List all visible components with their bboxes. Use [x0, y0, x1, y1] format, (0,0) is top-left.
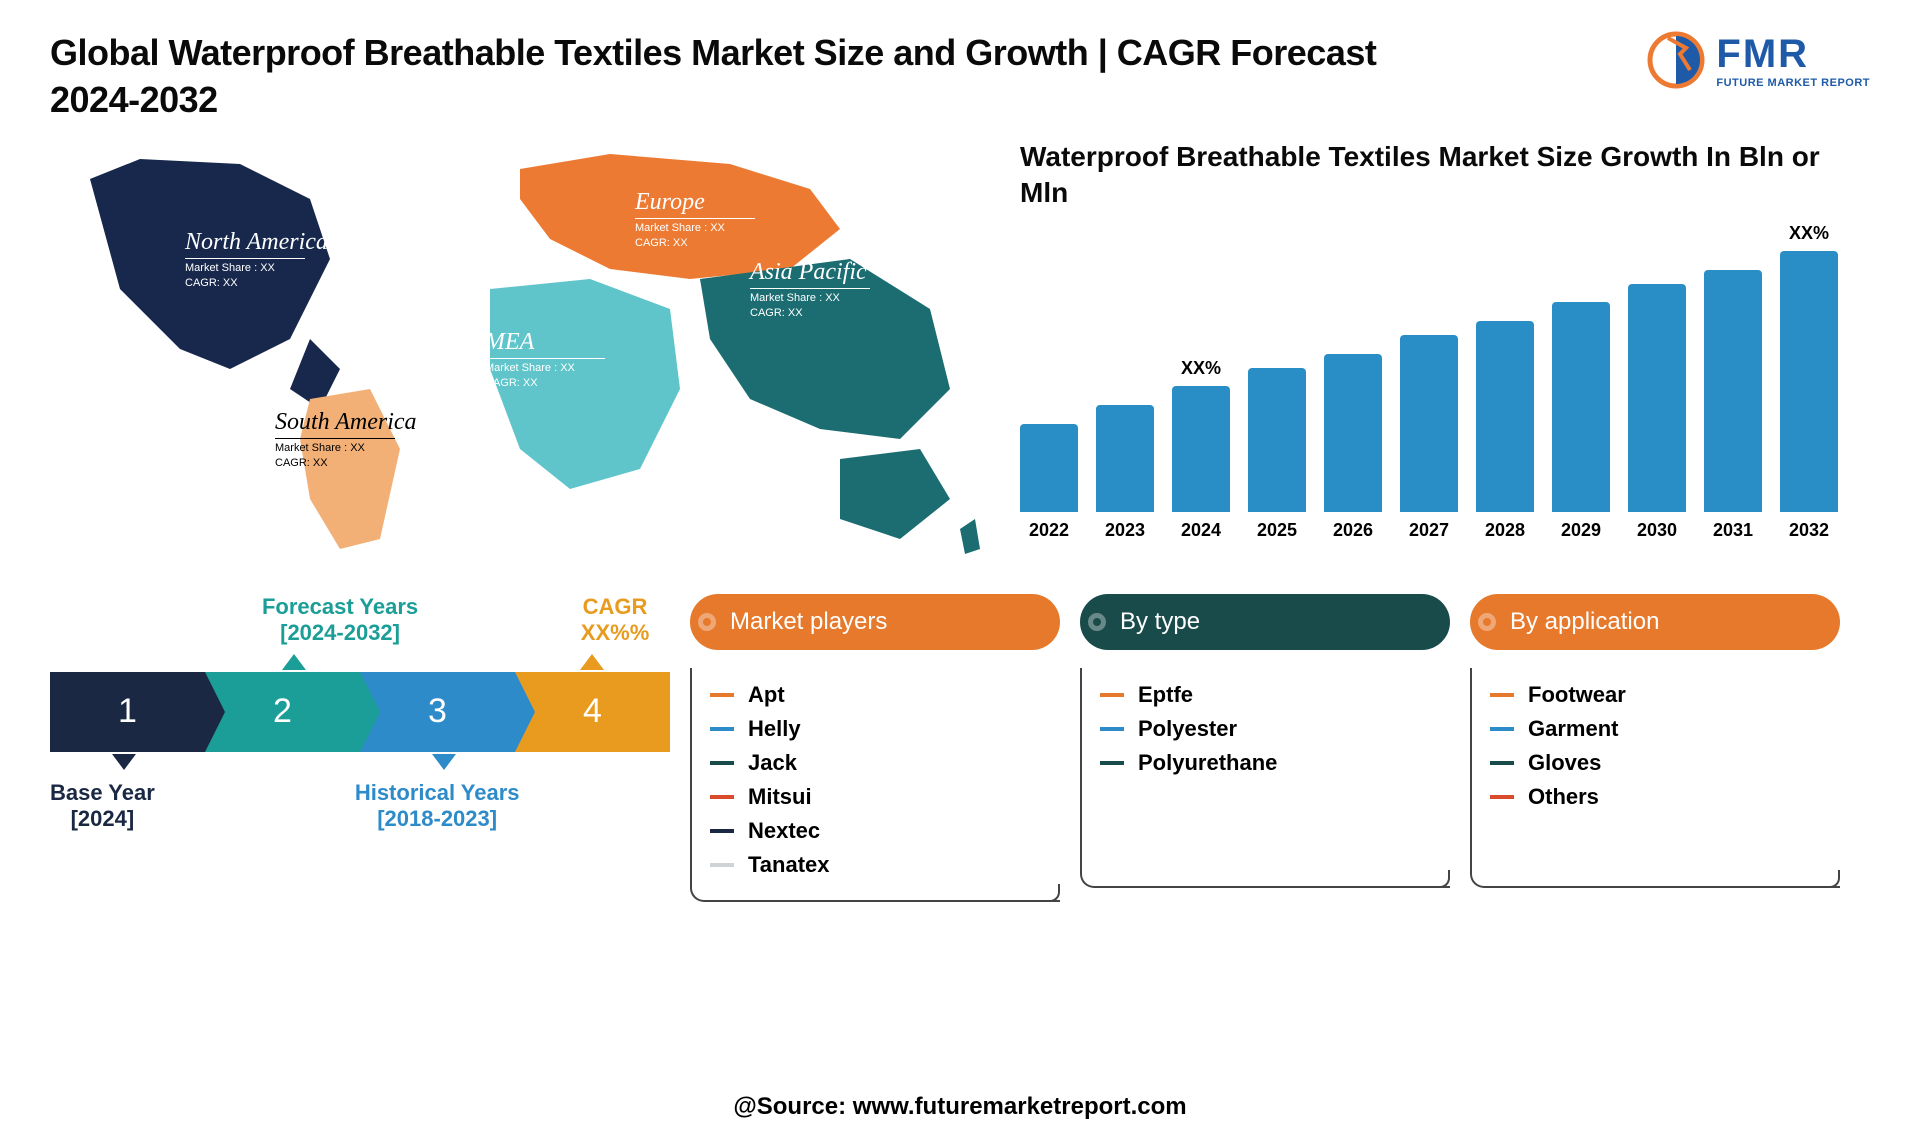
list-item: Tanatex — [710, 852, 1060, 878]
cagr-label: CAGRXX%% — [581, 594, 649, 646]
base-year-label: Base Year[2024] — [50, 780, 155, 832]
list-item: Polyester — [1100, 716, 1450, 742]
bar-2023: 2023 — [1096, 377, 1154, 541]
timeline-seg-2: 2 — [205, 672, 360, 752]
list-item: Apt — [710, 682, 1060, 708]
region-label-ap: Asia PacificMarket Share : XXCAGR: XX — [750, 259, 870, 322]
pill-header-players: Market players — [690, 594, 1060, 650]
list-item: Helly — [710, 716, 1060, 742]
list-item: Others — [1490, 784, 1840, 810]
by-type-section: By type Eptfe Polyester Polyurethane — [1080, 594, 1450, 902]
region-label-mea: MEAMarket Share : XXCAGR: XX — [485, 329, 605, 392]
market-players-section: Market players Apt Helly Jack Mitsui Nextec T… — [690, 594, 1060, 902]
list-item: Nextec — [710, 818, 1060, 844]
bar-2030: 2030 — [1628, 256, 1686, 542]
fmr-logo: FMR FUTURE MARKET REPORT — [1646, 30, 1870, 90]
logo-abbr: FMR — [1716, 32, 1870, 77]
timeline-seg-3: 3 — [360, 672, 515, 752]
list-item: Footwear — [1490, 682, 1840, 708]
growth-bar-chart: Waterproof Breathable Textiles Market Si… — [1020, 139, 1870, 559]
bar-2032: XX%2032 — [1780, 223, 1838, 541]
timeline-seg-1: 1 — [50, 672, 205, 752]
bar-2031: 2031 — [1704, 242, 1762, 542]
bar-2025: 2025 — [1248, 340, 1306, 542]
list-item: Garment — [1490, 716, 1840, 742]
bar-2026: 2026 — [1324, 326, 1382, 542]
arrow-up-icon — [580, 654, 604, 670]
world-map: North AmericaMarket Share : XXCAGR: XX So… — [50, 139, 990, 559]
logo-globe-icon — [1646, 30, 1706, 90]
arrow-up-icon — [282, 654, 306, 670]
list-item: Mitsui — [710, 784, 1060, 810]
forecast-label: Forecast Years[2024-2032] — [262, 594, 418, 646]
pill-header-application: By application — [1470, 594, 1840, 650]
bar-2029: 2029 — [1552, 274, 1610, 541]
bar-2022: 2022 — [1020, 396, 1078, 542]
bar-2027: 2027 — [1400, 307, 1458, 541]
arrow-down-icon — [112, 754, 136, 770]
list-item: Gloves — [1490, 750, 1840, 776]
pill-header-type: By type — [1080, 594, 1450, 650]
list-item: Jack — [710, 750, 1060, 776]
region-label-na: North AmericaMarket Share : XXCAGR: XX — [185, 229, 328, 292]
logo-subtitle: FUTURE MARKET REPORT — [1716, 77, 1870, 89]
page-title: Global Waterproof Breathable Textiles Ma… — [50, 30, 1450, 124]
region-label-sa: South AmericaMarket Share : XXCAGR: XX — [275, 409, 417, 472]
bar-2024: XX%2024 — [1172, 358, 1230, 541]
timeline-seg-4: 4 — [515, 672, 670, 752]
chart-title: Waterproof Breathable Textiles Market Si… — [1020, 139, 1870, 212]
historical-label: Historical Years[2018-2023] — [355, 780, 520, 832]
list-item: Polyurethane — [1100, 750, 1450, 776]
by-application-section: By application Footwear Garment Gloves Othe… — [1470, 594, 1840, 902]
timeline-bar: 1 2 3 4 — [50, 672, 670, 752]
list-item: Eptfe — [1100, 682, 1450, 708]
bar-2028: 2028 — [1476, 293, 1534, 541]
timeline-infographic: Forecast Years[2024-2032] CAGRXX%% 1 2 3… — [50, 594, 670, 902]
source-attribution: @Source: www.futuremarketreport.com — [733, 1093, 1186, 1121]
arrow-down-icon — [432, 754, 456, 770]
region-label-eu: EuropeMarket Share : XXCAGR: XX — [635, 189, 755, 252]
